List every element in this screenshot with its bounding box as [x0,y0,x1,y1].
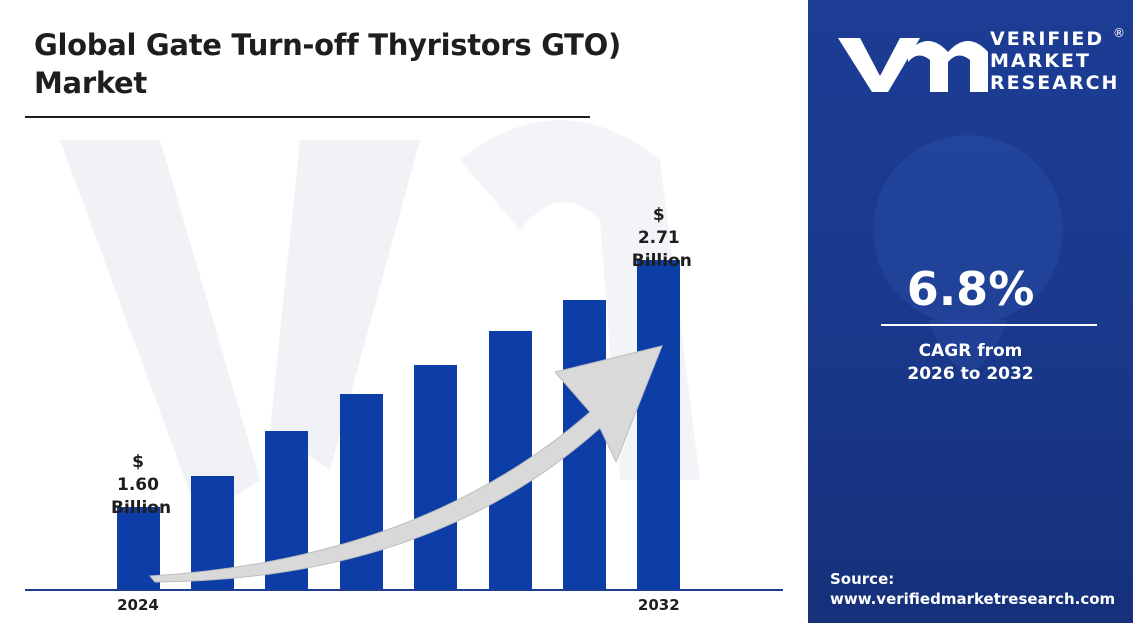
panel-art [838,38,1063,370]
title-rule [25,116,590,118]
source-label: Source: [830,570,895,588]
growth-arrow [148,345,663,583]
x-tick-label: 2024 [117,596,159,614]
logo-text: VERIFIED [990,28,1105,50]
bar [637,260,681,590]
chart-title: Global Gate Turn-off Thyristors GTO) Mar… [34,28,621,100]
cagr-text: CAGR from 2026 to 2032 [907,341,1034,384]
source-url: www.verifiedmarketresearch.com [830,590,1116,608]
value-label: $ 1.60 Billion [111,452,172,518]
cagr-rule [881,324,1097,326]
cagr-value: 6.8% [906,262,1035,316]
side-panel [808,0,1133,623]
logo-text: RESEARCH [990,72,1120,94]
bar [488,331,532,590]
logo-text: MARKET [990,50,1091,72]
baseline [25,589,783,591]
registered-mark: ® [1113,26,1125,40]
value-label: $ 2.71 Billion [631,205,692,271]
x-tick-label: 2032 [637,596,680,614]
bar [414,364,458,590]
